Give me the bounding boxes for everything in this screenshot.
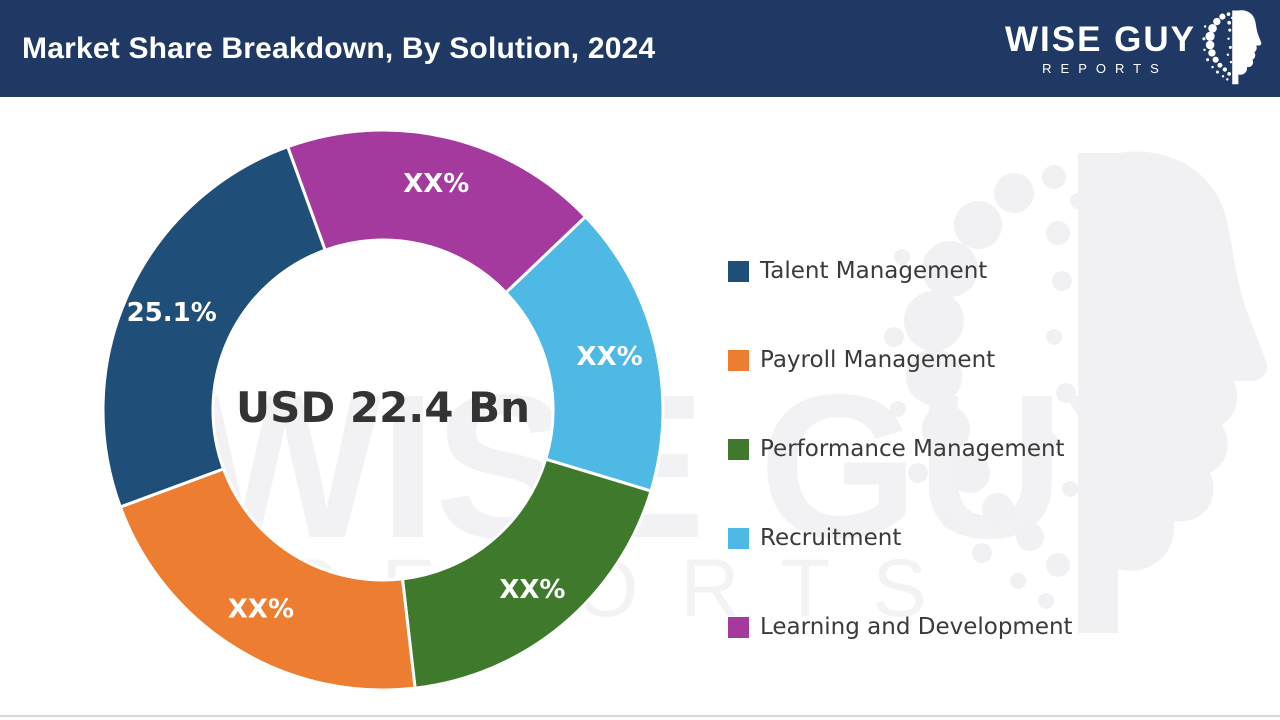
legend-swatch-talent-management bbox=[728, 261, 749, 282]
brand-face-icon bbox=[1202, 10, 1262, 85]
donut-segment-performance-management[interactable] bbox=[400, 457, 653, 690]
legend-label-performance-management: Performance Management bbox=[760, 436, 1065, 462]
watermark-face-icon bbox=[884, 151, 1268, 633]
brand-logo: WISE GUY REPORTS bbox=[1005, 8, 1262, 88]
segment-label-payroll-management: XX% bbox=[228, 594, 294, 624]
legend-item-recruitment[interactable]: Recruitment bbox=[728, 525, 1073, 552]
legend-item-payroll-management[interactable]: Payroll Management bbox=[728, 347, 1073, 374]
donut-center-value: USD 22.4 Bn bbox=[236, 383, 530, 432]
legend-label-recruitment: Recruitment bbox=[760, 525, 902, 551]
brand-name: WISE GUY bbox=[1004, 19, 1196, 59]
header-bar: Market Share Breakdown, By Solution, 202… bbox=[0, 0, 1280, 97]
watermark-layer: WISE GUY REPORTS bbox=[0, 97, 1280, 717]
brand-subname: REPORTS bbox=[1042, 60, 1168, 76]
segment-label-talent-management: 25.1% bbox=[127, 298, 217, 328]
chart-legend: Talent Management Payroll Management Perfo… bbox=[728, 258, 1073, 641]
segment-label-learning-and-development: XX% bbox=[403, 169, 469, 199]
page-title: Market Share Breakdown, By Solution, 202… bbox=[22, 31, 656, 65]
donut-segment-recruitment[interactable] bbox=[504, 215, 665, 493]
legend-label-payroll-management: Payroll Management bbox=[760, 347, 996, 373]
segment-label-performance-management: XX% bbox=[499, 575, 565, 605]
legend-swatch-payroll-management bbox=[728, 350, 749, 371]
legend-swatch-performance-management bbox=[728, 439, 749, 460]
legend-item-talent-management[interactable]: Talent Management bbox=[728, 258, 1073, 285]
donut-segment-payroll-management[interactable] bbox=[118, 467, 417, 692]
donut-chart: XX% XX% XX% XX% 25.1% USD 22.4 Bn bbox=[0, 100, 766, 720]
legend-swatch-learning-and-development bbox=[728, 617, 749, 638]
brand-logo-text: WISE GUY REPORTS bbox=[1005, 22, 1196, 75]
legend-label-talent-management: Talent Management bbox=[760, 258, 988, 284]
bottom-divider bbox=[0, 715, 1280, 717]
legend-item-learning-and-development[interactable]: Learning and Development bbox=[728, 614, 1073, 641]
donut-segment-learning-and-development[interactable] bbox=[286, 128, 588, 295]
legend-item-performance-management[interactable]: Performance Management bbox=[728, 436, 1073, 463]
legend-label-learning-and-development: Learning and Development bbox=[760, 614, 1073, 640]
legend-swatch-recruitment bbox=[728, 528, 749, 549]
segment-label-recruitment: XX% bbox=[577, 342, 643, 372]
donut-segment-talent-management[interactable] bbox=[101, 145, 327, 509]
